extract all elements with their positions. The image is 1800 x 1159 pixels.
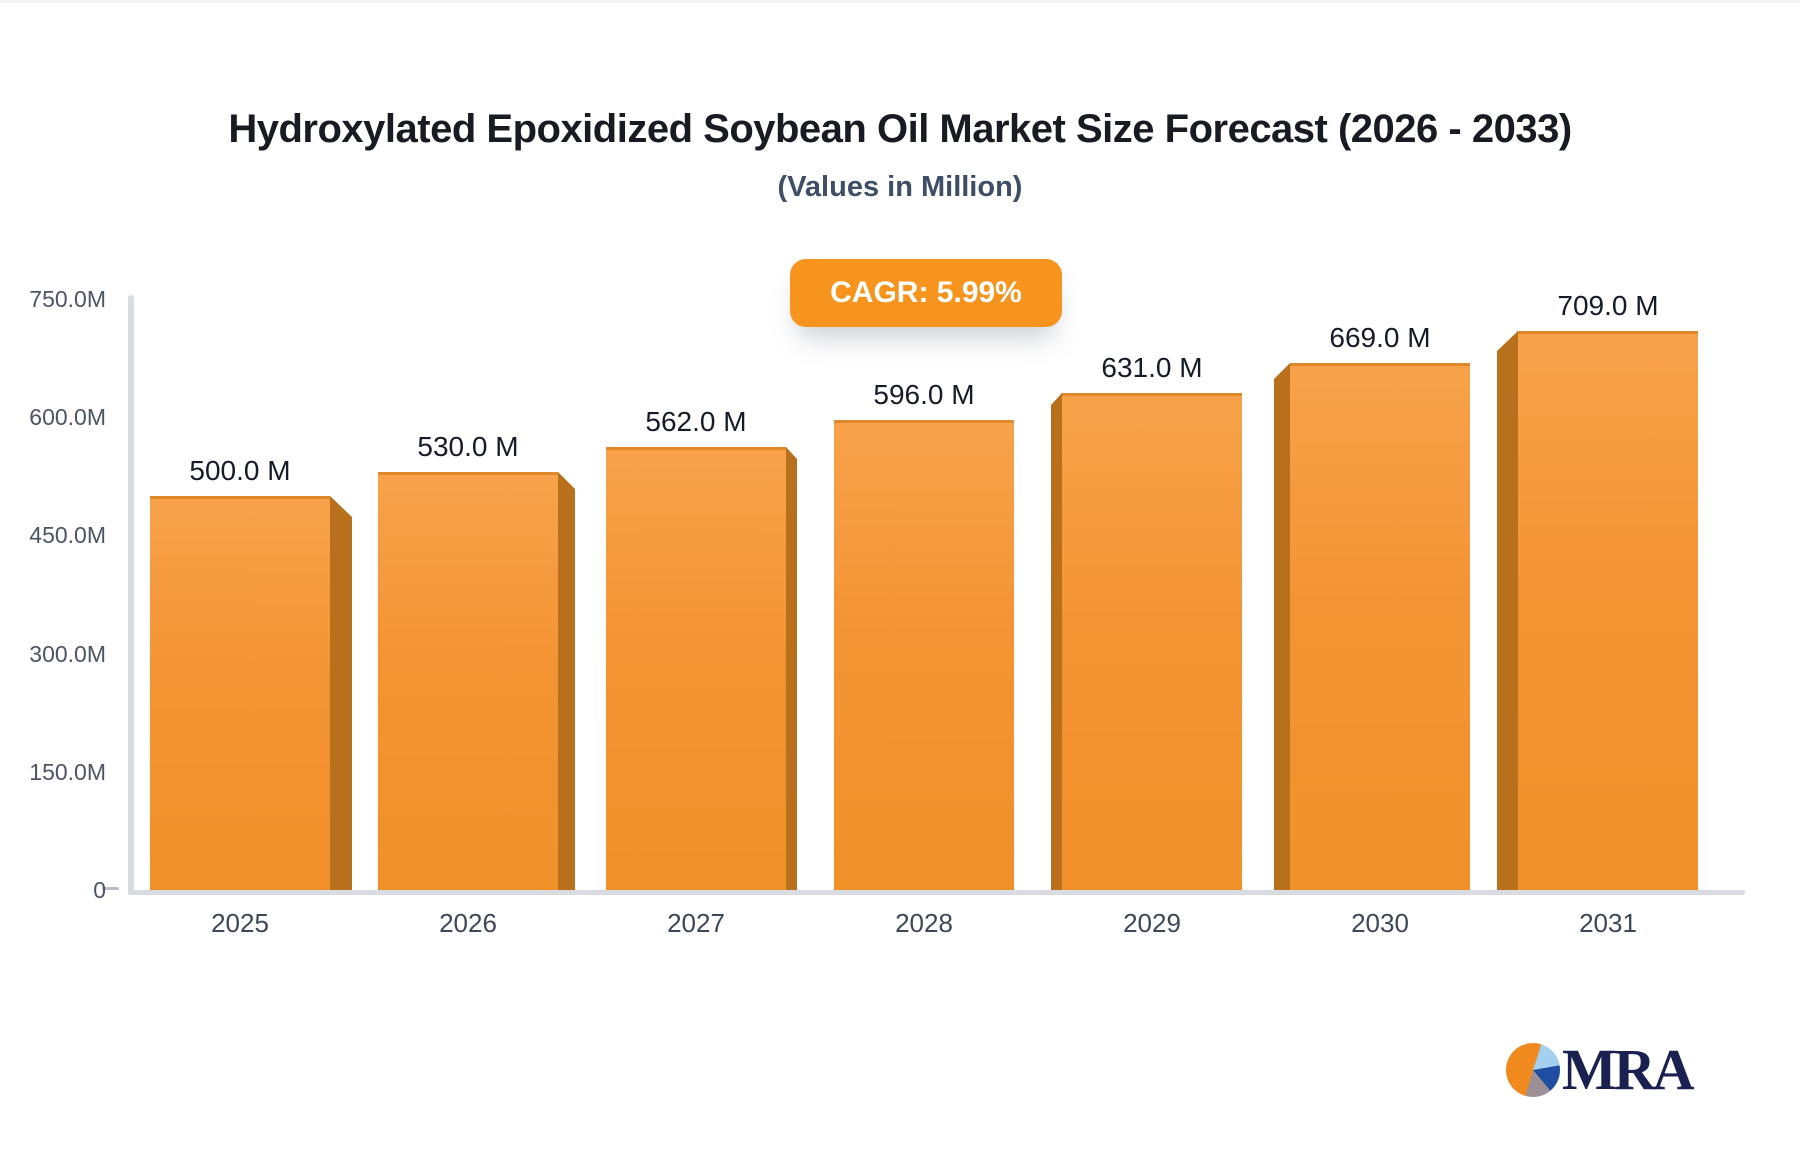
- cagr-badge: CAGR: 5.99%: [790, 259, 1062, 327]
- bar-2028[interactable]: [834, 420, 1014, 890]
- x-tick-2029: 2029: [1123, 908, 1181, 938]
- y-tick-750.0M: 750.0M: [29, 286, 106, 312]
- x-tick-2028: 2028: [895, 908, 953, 938]
- x-tick-2031: 2031: [1579, 908, 1637, 938]
- bar-2030-3d-side: [1274, 363, 1290, 890]
- bar-value-label-2027: 562.0 M: [645, 406, 747, 437]
- bar-value-label-2030: 669.0 M: [1329, 322, 1431, 353]
- y-tick-150.0M: 150.0M: [29, 758, 106, 785]
- x-tick-2025: 2025: [211, 908, 269, 938]
- bar-2031[interactable]: [1518, 331, 1698, 890]
- y-tick-450.0M: 450.0M: [29, 522, 106, 549]
- bar-value-label-2031: 709.0 M: [1557, 290, 1659, 321]
- bar-value-label-2026: 530.0 M: [417, 431, 519, 462]
- bar-2026-3d-side: [558, 472, 575, 890]
- bar-2031-3d-side: [1497, 331, 1518, 890]
- bar-2027[interactable]: [606, 447, 786, 890]
- mra-logo: MRA: [1506, 1037, 1695, 1102]
- bar-2027-3d-side: [786, 447, 797, 890]
- y-axis-line: [128, 295, 134, 895]
- pie-chart-logo-icon: [1506, 1043, 1560, 1097]
- bar-2030[interactable]: [1290, 363, 1470, 890]
- y-tick-600.0M: 600.0M: [29, 404, 106, 431]
- chart-title: Hydroxylated Epoxidized Soybean Oil Mark…: [228, 107, 1572, 151]
- y-tick-300.0M: 300.0M: [29, 640, 106, 667]
- bar-value-label-2029: 631.0 M: [1101, 352, 1203, 383]
- bar-value-label-2025: 500.0 M: [189, 455, 291, 486]
- bar-value-label-2028: 596.0 M: [873, 379, 975, 410]
- zero-tick-mark: [102, 887, 119, 890]
- bar-2025[interactable]: [150, 496, 330, 890]
- bar-2029[interactable]: [1062, 393, 1242, 890]
- x-tick-2026: 2026: [439, 908, 497, 938]
- cagr-badge-label: CAGR: 5.99%: [830, 276, 1022, 309]
- x-axis-line: [128, 890, 1745, 895]
- bar-2025-3d-side: [330, 496, 352, 890]
- bar-2026[interactable]: [378, 472, 558, 890]
- logo-text: MRA: [1562, 1037, 1695, 1102]
- x-tick-2030: 2030: [1351, 908, 1409, 938]
- chart-subtitle: (Values in Million): [777, 171, 1023, 203]
- y-tick-0: 0: [93, 877, 106, 903]
- bar-2029-3d-side: [1051, 393, 1062, 890]
- x-tick-2027: 2027: [667, 908, 725, 938]
